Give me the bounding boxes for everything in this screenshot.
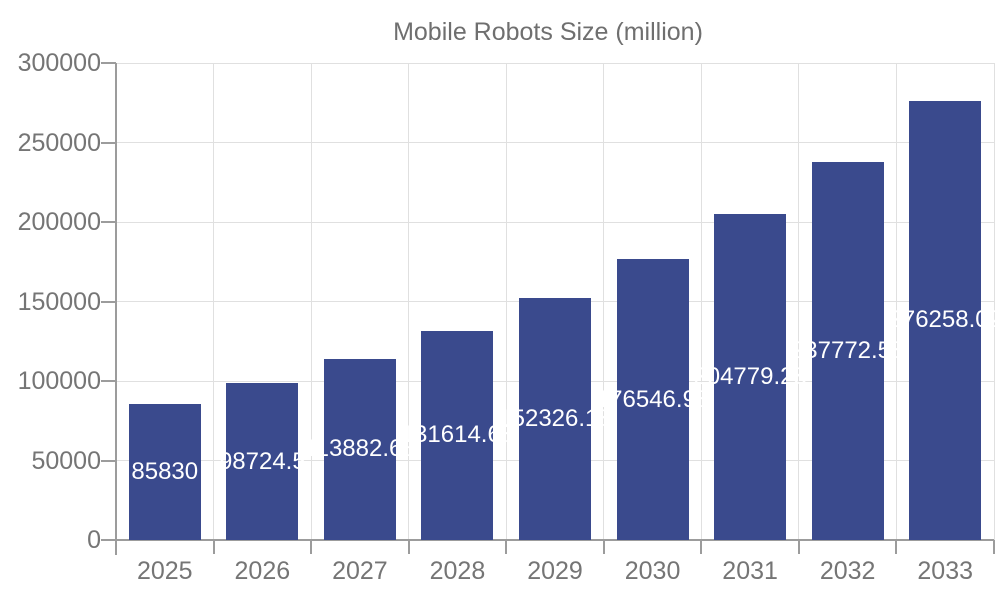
y-axis-tick: [101, 380, 116, 382]
bar-value-label: 113882.68: [304, 435, 416, 463]
x-gridline: [700, 63, 702, 540]
x-axis-tick: [700, 540, 703, 554]
x-axis-line: [101, 539, 994, 541]
x-axis-tick-label: 2029: [527, 557, 583, 585]
x-gridline: [993, 63, 995, 540]
bar: [226, 383, 299, 540]
bar: [519, 297, 591, 540]
x-gridline: [798, 63, 800, 540]
x-gridline: [505, 63, 507, 540]
x-axis-tick: [797, 540, 800, 554]
y-axis-tick: [101, 221, 116, 223]
x-axis-tick: [895, 540, 898, 554]
x-axis-tick: [212, 540, 215, 554]
y-gridline: [116, 221, 994, 223]
x-axis-tick: [505, 540, 508, 554]
bar-value-label: 131614.68: [400, 421, 515, 449]
y-axis-tick-label: 200000: [17, 208, 101, 236]
bar: [811, 161, 884, 540]
bar-value-label: 85830: [131, 457, 199, 485]
y-axis-line: [115, 63, 117, 555]
bar: [323, 358, 396, 540]
x-axis-tick: [993, 540, 995, 554]
x-axis-tick-label: 2025: [136, 557, 193, 585]
x-axis-tick: [602, 540, 605, 554]
y-axis-tick: [101, 141, 116, 144]
x-gridline: [310, 63, 312, 540]
bar-value-label: 237772.58: [790, 336, 905, 364]
y-axis-tick-label: 100000: [17, 367, 101, 395]
y-axis-tick: [101, 459, 116, 462]
x-axis-tick-label: 2032: [819, 557, 876, 585]
x-axis-tick-label: 2028: [429, 557, 486, 585]
bar: [128, 403, 201, 540]
y-axis-tick-label: 50000: [31, 446, 101, 475]
y-axis-tick: [101, 62, 116, 64]
y-gridline: [116, 62, 994, 64]
x-axis-tick: [310, 540, 313, 554]
x-gridline: [213, 63, 215, 540]
bar: [616, 259, 689, 540]
y-axis-tick-label: 300000: [17, 49, 101, 77]
x-gridline: [895, 63, 897, 540]
bar-value-label: 152326.18: [498, 404, 612, 432]
y-axis-tick: [101, 300, 116, 303]
x-axis-tick-label: 2026: [234, 557, 291, 585]
bar: [421, 330, 494, 540]
y-axis-tick-label: 250000: [17, 128, 101, 157]
x-axis-tick-label: 2030: [624, 557, 681, 585]
y-gridline: [116, 142, 994, 143]
bar: [909, 100, 982, 540]
legend[interactable]: Mobile Robots Size (million): [0, 14, 1000, 50]
bar-value-label: 204779.28: [693, 363, 807, 391]
y-axis-tick-label: 0: [87, 526, 101, 554]
bar-value-label: 176546.98: [595, 385, 710, 413]
x-axis-tick: [407, 540, 410, 554]
x-axis-tick-label: 2027: [332, 557, 388, 585]
legend-swatch-icon: [297, 19, 377, 45]
bar-value-label: 98724.5: [218, 447, 306, 475]
x-axis-tick-label: 2033: [917, 557, 974, 585]
bar: [714, 214, 787, 540]
y-axis-tick-label: 150000: [17, 287, 101, 316]
x-gridline: [408, 63, 410, 540]
x-axis-tick-label: 2031: [722, 557, 778, 585]
bar-value-label: 276258.02: [888, 306, 1000, 334]
legend-label: Mobile Robots Size (million): [393, 17, 703, 46]
x-gridline: [603, 63, 605, 540]
